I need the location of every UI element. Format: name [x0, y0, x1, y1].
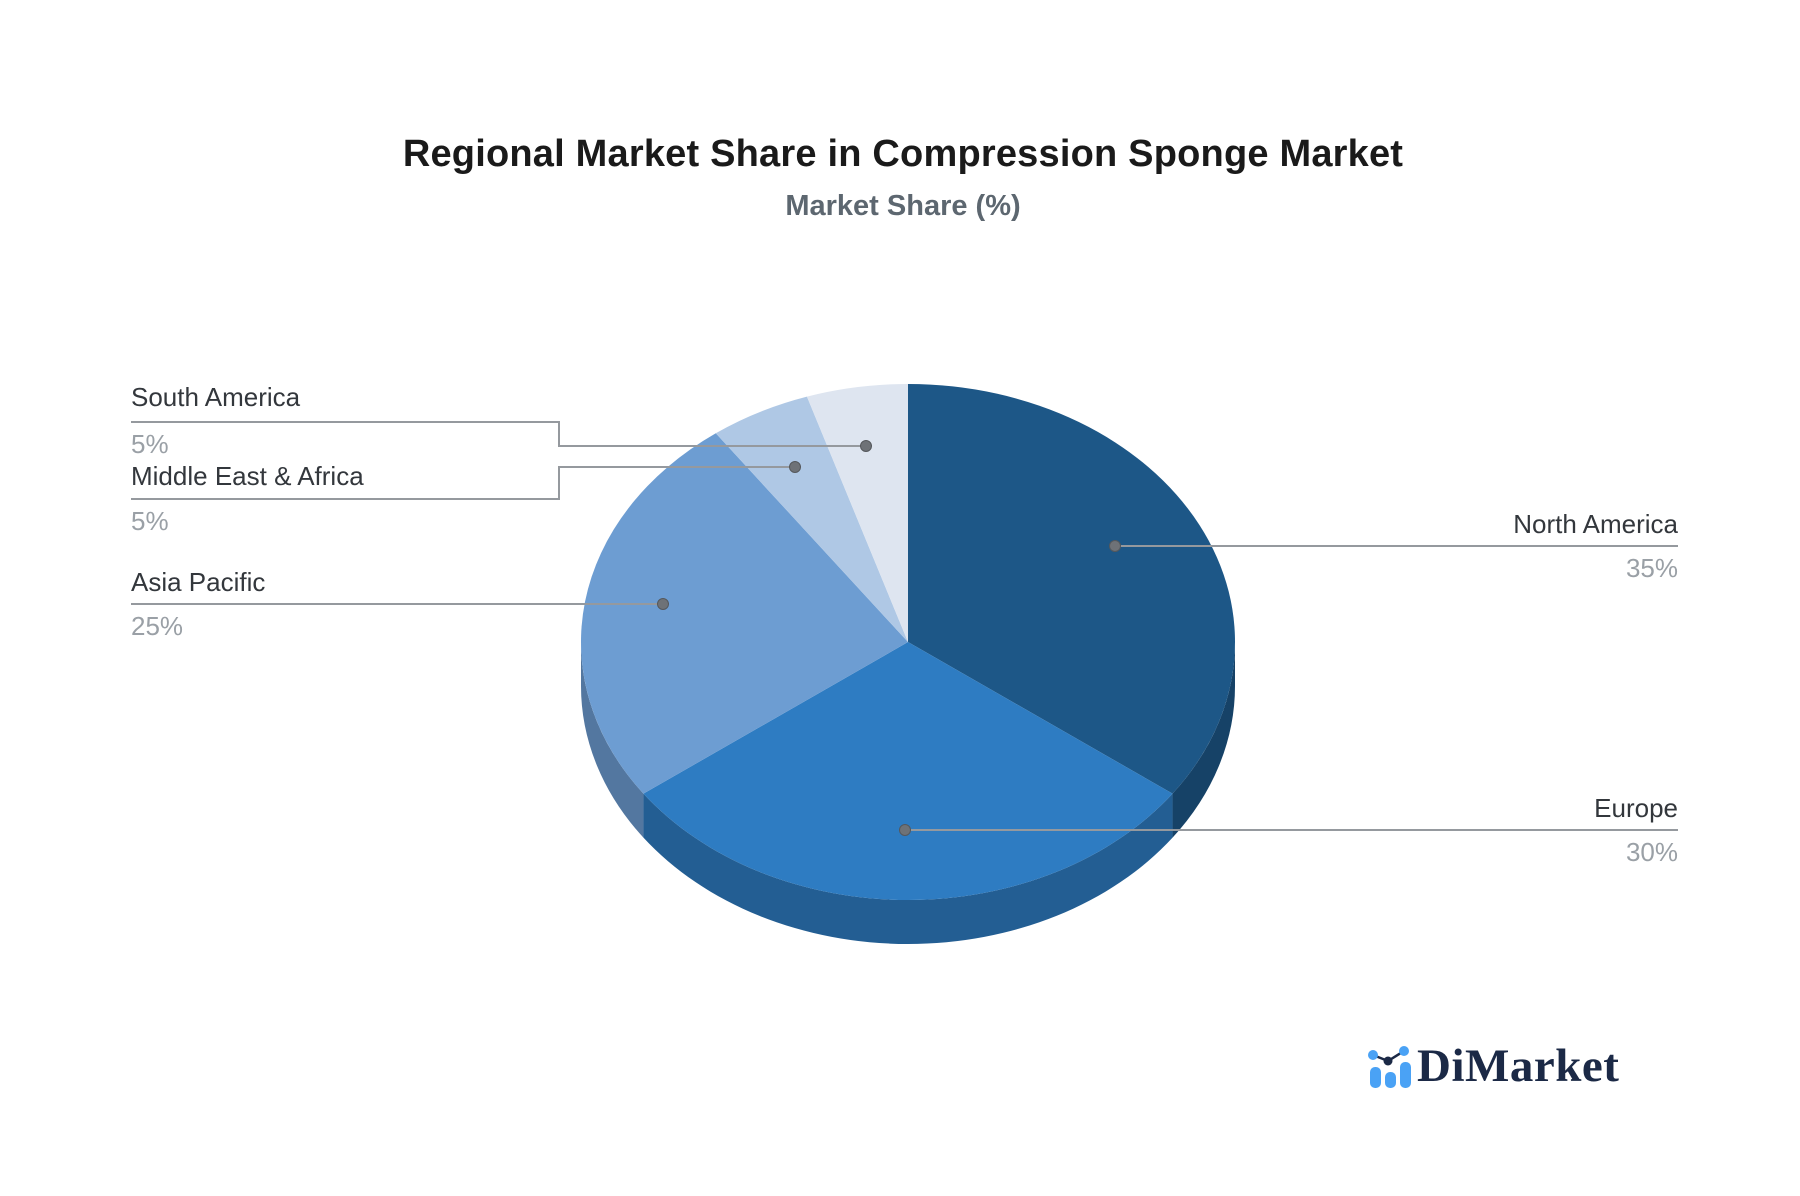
pie-slice-side-asia-pacific	[581, 642, 644, 838]
slice-label-north-america: North America	[1513, 509, 1678, 539]
brand-logo-icon	[1368, 1046, 1411, 1088]
pie-slice-side-europe	[643, 793, 1173, 945]
pie-slice-asia-pacific[interactable]	[581, 433, 908, 794]
brand-logo: DiMarket	[1363, 1030, 1653, 1100]
pie-slice-side-north-america	[1172, 642, 1235, 838]
pie-slice-south-america[interactable]	[806, 384, 908, 642]
logo-bar-3	[1400, 1062, 1411, 1088]
logo-bar-2	[1385, 1072, 1396, 1088]
brand-logo-text: DiMarket	[1417, 1040, 1620, 1092]
leader-line-middle-east-africa	[131, 466, 795, 500]
slice-value-asia-pacific: 25%	[131, 611, 184, 641]
slice-label-europe: Europe	[1594, 793, 1678, 823]
slice-value-south-america: 5%	[131, 429, 169, 459]
leader-dot-north-america	[1109, 540, 1121, 552]
pie-slice-middle-east-africa[interactable]	[715, 396, 908, 642]
slice-label-asia-pacific: Asia Pacific	[131, 567, 266, 597]
slice-value-europe: 30%	[1625, 837, 1678, 867]
logo-bar-1	[1370, 1067, 1381, 1088]
pie-slice-north-america[interactable]	[908, 384, 1235, 794]
leader-dot-asia-pacific	[657, 598, 669, 610]
slice-value-middle-east-africa: 5%	[131, 506, 169, 536]
leader-line-south-america	[131, 421, 866, 447]
leader-dot-middle-east-africa	[789, 461, 801, 473]
logo-dot-right	[1399, 1046, 1409, 1056]
slice-label-south-america: South America	[131, 382, 301, 412]
leader-dot-south-america	[860, 440, 872, 452]
slice-value-north-america: 35%	[1625, 553, 1678, 583]
logo-dot-left	[1368, 1050, 1378, 1060]
chart-subtitle: Market Share (%)	[785, 190, 1021, 222]
chart-title: Regional Market Share in Compression Spo…	[402, 133, 1404, 175]
slice-label-middle-east-africa: Middle East & Africa	[131, 461, 364, 491]
logo-dot-middle	[1383, 1056, 1393, 1066]
pie-slice-europe[interactable]	[643, 642, 1173, 901]
leader-dot-europe	[899, 824, 911, 836]
